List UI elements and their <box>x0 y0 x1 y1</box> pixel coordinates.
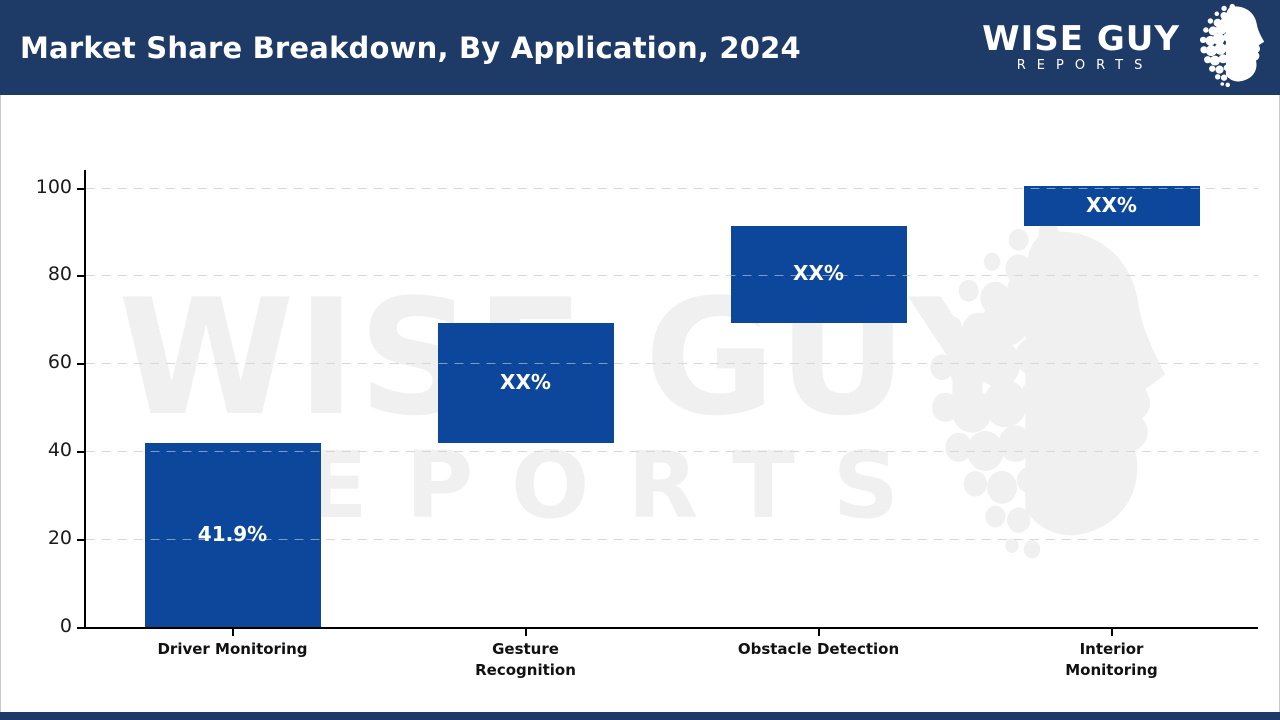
header-bar: Market Share Breakdown, By Application, … <box>0 0 1280 95</box>
y-tick-mark <box>77 187 84 190</box>
y-tick-label: 80 <box>47 263 72 286</box>
gridline-overlay <box>144 451 321 453</box>
logo-text: WISE GUY REPORTS <box>982 18 1180 74</box>
gridline <box>86 187 1258 189</box>
gridline <box>86 539 1258 541</box>
y-tick-mark <box>77 363 84 366</box>
gridline-overlay <box>730 275 907 277</box>
gridline-overlay <box>1023 187 1200 189</box>
x-category-label: Driver Monitoring <box>157 640 308 658</box>
bar-driver-monitoring <box>144 442 321 627</box>
bar-value-label: XX% <box>1086 193 1137 218</box>
y-tick-mark <box>77 275 84 278</box>
x-axis <box>84 627 1258 629</box>
x-tick-mark <box>524 629 527 636</box>
chart-title: Market Share Breakdown, By Application, … <box>20 30 801 65</box>
gridline-overlay <box>144 539 321 541</box>
x-category-label: Monitoring <box>1065 661 1158 679</box>
y-tick-label: 40 <box>47 439 72 462</box>
y-tick-mark <box>77 451 84 454</box>
gridline <box>86 451 1258 453</box>
logo-wordmark: WISE GUY <box>982 18 1180 59</box>
x-tick-mark <box>1110 629 1113 636</box>
bar-value-label: XX% <box>793 261 844 286</box>
wise-guy-logo: WISE GUY REPORTS <box>982 3 1266 93</box>
x-tick-mark <box>231 629 234 636</box>
x-category-label: Obstacle Detection <box>737 640 900 658</box>
y-tick-label: 0 <box>59 615 72 637</box>
x-tick-mark <box>817 629 820 636</box>
logo-head-icon <box>1184 3 1266 93</box>
gridline-overlay <box>437 363 614 365</box>
bar-value-label: 41.9% <box>197 521 268 546</box>
bar-gesture-recognition <box>437 322 614 443</box>
y-tick-mark <box>77 539 84 542</box>
y-axis <box>84 170 86 629</box>
bar-interior-monitoring <box>1023 186 1200 226</box>
y-tick-label: 20 <box>47 527 72 550</box>
gridline <box>86 363 1258 365</box>
y-tick-label: 60 <box>47 351 72 374</box>
bar-obstacle-detection <box>730 225 907 323</box>
x-category-label: Recognition <box>475 661 576 679</box>
footer-bar <box>0 712 1280 720</box>
y-tick-label: 100 <box>35 175 72 198</box>
x-category-label: Interior <box>1079 640 1144 658</box>
bar-value-label: XX% <box>500 369 551 394</box>
y-tick-mark <box>77 627 84 629</box>
x-category-label: Gesture <box>492 640 559 658</box>
logo-subtext: REPORTS <box>1016 58 1154 74</box>
gridline <box>86 275 1258 277</box>
